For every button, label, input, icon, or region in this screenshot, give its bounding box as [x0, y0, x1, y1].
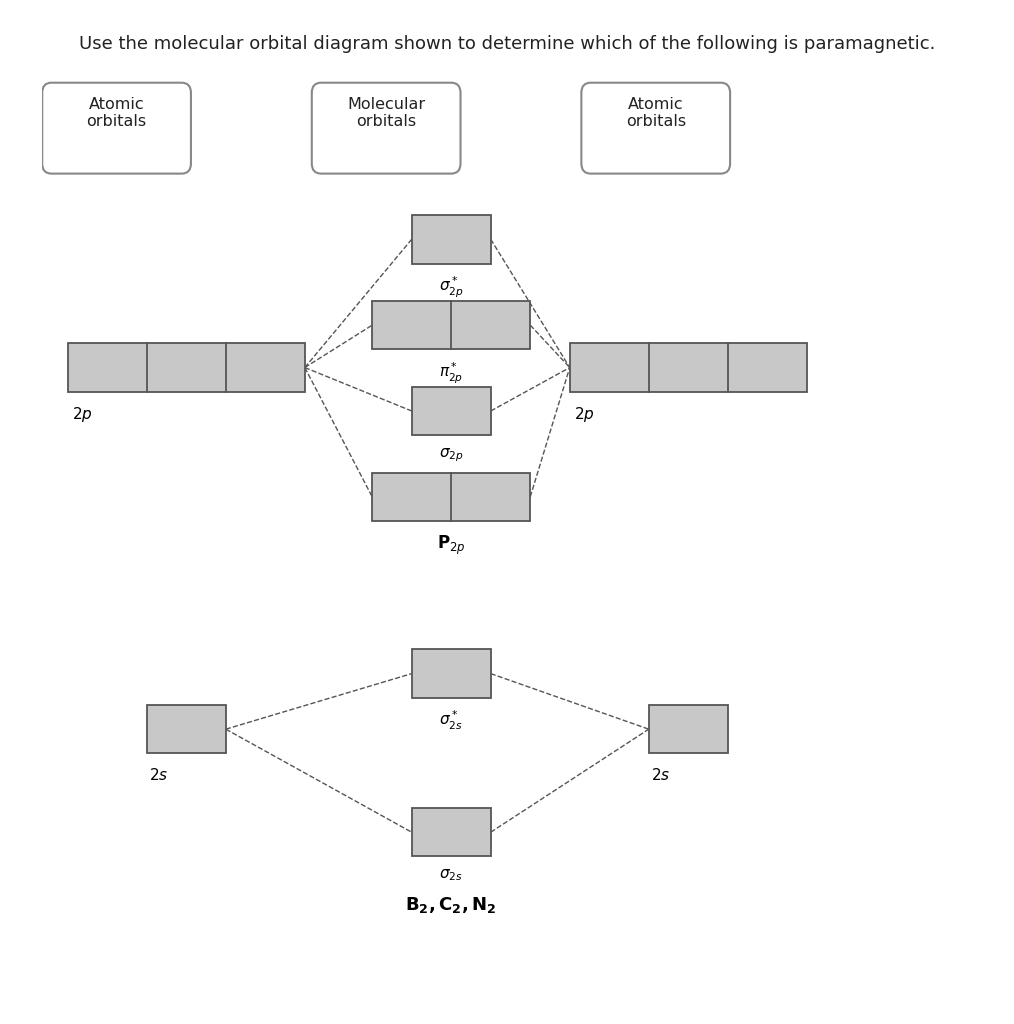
- FancyBboxPatch shape: [43, 83, 191, 174]
- Text: $2s$: $2s$: [149, 767, 168, 782]
- Text: Use the molecular orbital diagram shown to determine which of the following is p: Use the molecular orbital diagram shown …: [79, 35, 935, 53]
- FancyBboxPatch shape: [311, 83, 460, 174]
- Text: $\sigma^*_{2p}$: $\sigma^*_{2p}$: [439, 274, 463, 300]
- Bar: [147, 705, 226, 754]
- Text: Atomic
orbitals: Atomic orbitals: [626, 97, 685, 129]
- Text: $\mathbf{P}_{2p}$: $\mathbf{P}_{2p}$: [437, 535, 465, 557]
- Text: $\sigma^*_{2s}$: $\sigma^*_{2s}$: [439, 709, 463, 732]
- Bar: [412, 808, 491, 856]
- Bar: [412, 387, 491, 435]
- Text: $\sigma_{2s}$: $\sigma_{2s}$: [439, 867, 463, 884]
- Text: $2p$: $2p$: [574, 404, 595, 424]
- Bar: [372, 473, 530, 521]
- Text: $2s$: $2s$: [651, 767, 670, 782]
- FancyBboxPatch shape: [581, 83, 730, 174]
- Bar: [68, 343, 305, 392]
- Bar: [412, 215, 491, 263]
- Bar: [372, 301, 530, 349]
- Bar: [570, 343, 807, 392]
- Text: $\pi^*_{2p}$: $\pi^*_{2p}$: [439, 360, 463, 386]
- Text: $2p$: $2p$: [72, 404, 93, 424]
- Text: $\sigma_{2p}$: $\sigma_{2p}$: [439, 446, 463, 464]
- Bar: [412, 649, 491, 698]
- Text: Atomic
orbitals: Atomic orbitals: [86, 97, 147, 129]
- Text: $\mathbf{B_2, C_2, N_2}$: $\mathbf{B_2, C_2, N_2}$: [406, 895, 497, 914]
- Bar: [649, 705, 728, 754]
- Text: Molecular
orbitals: Molecular orbitals: [347, 97, 425, 129]
